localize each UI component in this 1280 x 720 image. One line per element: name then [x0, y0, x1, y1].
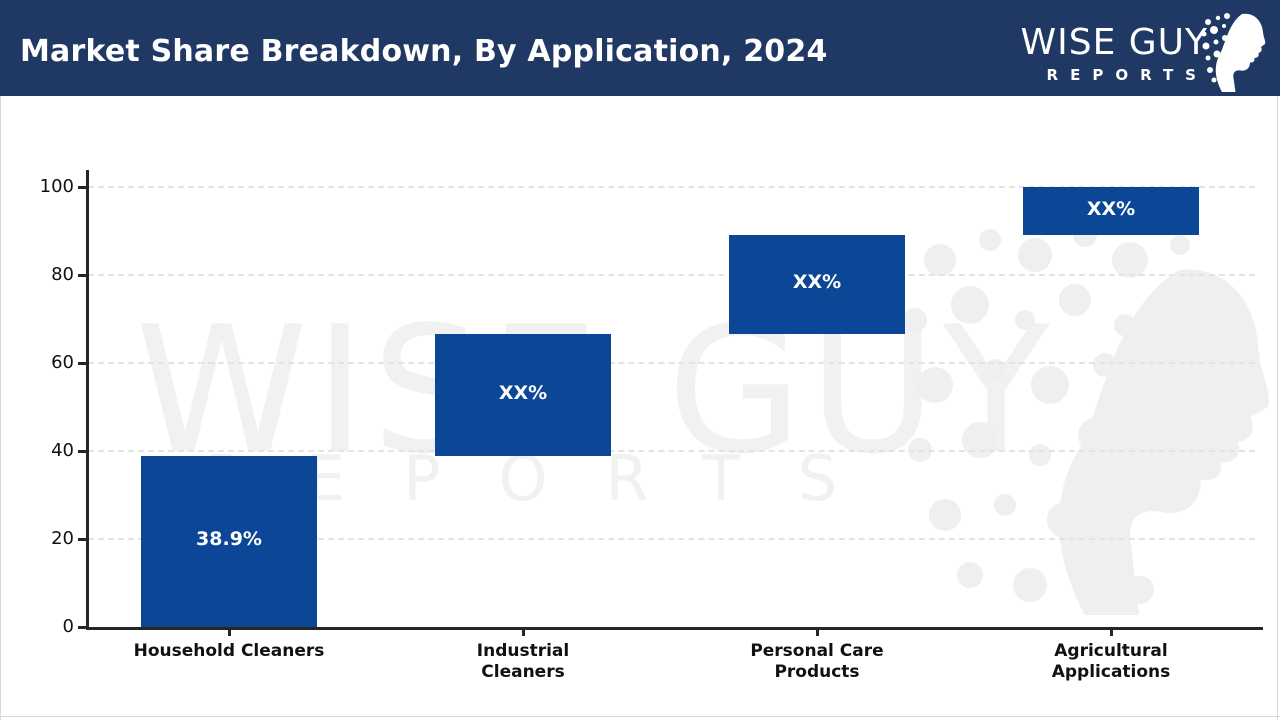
bar-household-cleaners [141, 455, 317, 627]
bar-value-label: XX% [1086, 198, 1136, 221]
market-share-chart: 0 20 40 60 80 100 38.9% Household Cleaners XX% In… [0, 96, 1280, 720]
bar-personal-care-products [729, 235, 905, 334]
y-axis-tick-mark [78, 626, 87, 629]
x-axis-tick-mark [522, 627, 525, 636]
header-bar: Market Share Breakdown, By Application, … [0, 0, 1280, 96]
y-axis-tick-mark [78, 186, 87, 189]
y-axis-tick-mark [78, 450, 87, 453]
category-label-line: Applications [1051, 662, 1171, 682]
category-label-line: Household Cleaners [133, 641, 325, 661]
y-axis-tick-label: 100 [39, 176, 74, 197]
y-axis-tick-label: 60 [51, 352, 74, 373]
x-axis-line [86, 627, 1263, 630]
gridline-60 [88, 362, 1255, 364]
y-axis-tick-label: 0 [62, 616, 74, 637]
gridline-40 [88, 450, 1255, 452]
gridline-80 [88, 274, 1255, 276]
x-axis-tick-mark [816, 627, 819, 636]
page-border-left [0, 96, 1, 720]
y-axis-tick-mark [78, 274, 87, 277]
bar-agricultural-applications [1023, 187, 1199, 236]
wise-guy-reports-logo: WISE GUY REPORTS [1021, 8, 1266, 92]
category-label-line: Cleaners [481, 662, 565, 682]
x-axis-category-label: Agricultural Applications [981, 641, 1241, 683]
logo-wiseguy-label: WISE GUY [1020, 22, 1208, 63]
logo-text: WISE GUY REPORTS [1021, 24, 1209, 86]
bar-industrial-cleaners [435, 333, 611, 456]
x-axis-category-label: Personal Care Products [687, 641, 947, 683]
page-border-bottom [0, 716, 1280, 717]
page-title: Market Share Breakdown, By Application, … [20, 34, 828, 69]
category-label-line: Personal Care [750, 641, 884, 661]
y-axis-tick-label: 20 [51, 528, 74, 549]
y-axis-tick-mark [78, 538, 87, 541]
x-axis-tick-mark [1110, 627, 1113, 636]
bar-value-label: XX% [792, 271, 842, 294]
bar-value-label: 38.9% [196, 528, 262, 551]
category-label-line: Agricultural [1054, 641, 1168, 661]
y-axis-tick-label: 40 [51, 440, 74, 461]
y-axis-line [86, 170, 89, 630]
category-label-line: Products [774, 662, 860, 682]
y-axis-tick-label: 80 [51, 264, 74, 285]
x-axis-category-label: Industrial Cleaners [393, 641, 653, 683]
logo-face-icon [1201, 13, 1266, 92]
y-axis-tick-mark [78, 362, 87, 365]
gridline-20 [88, 538, 1255, 540]
bar-value-label: XX% [498, 381, 548, 404]
category-label-line: Industrial [476, 641, 570, 661]
page-border-right [1277, 96, 1278, 720]
gridline-100 [88, 186, 1255, 188]
logo-reports-label: REPORTS [1046, 66, 1208, 84]
x-axis-category-label: Household Cleaners [99, 641, 359, 662]
x-axis-tick-mark [228, 627, 231, 636]
